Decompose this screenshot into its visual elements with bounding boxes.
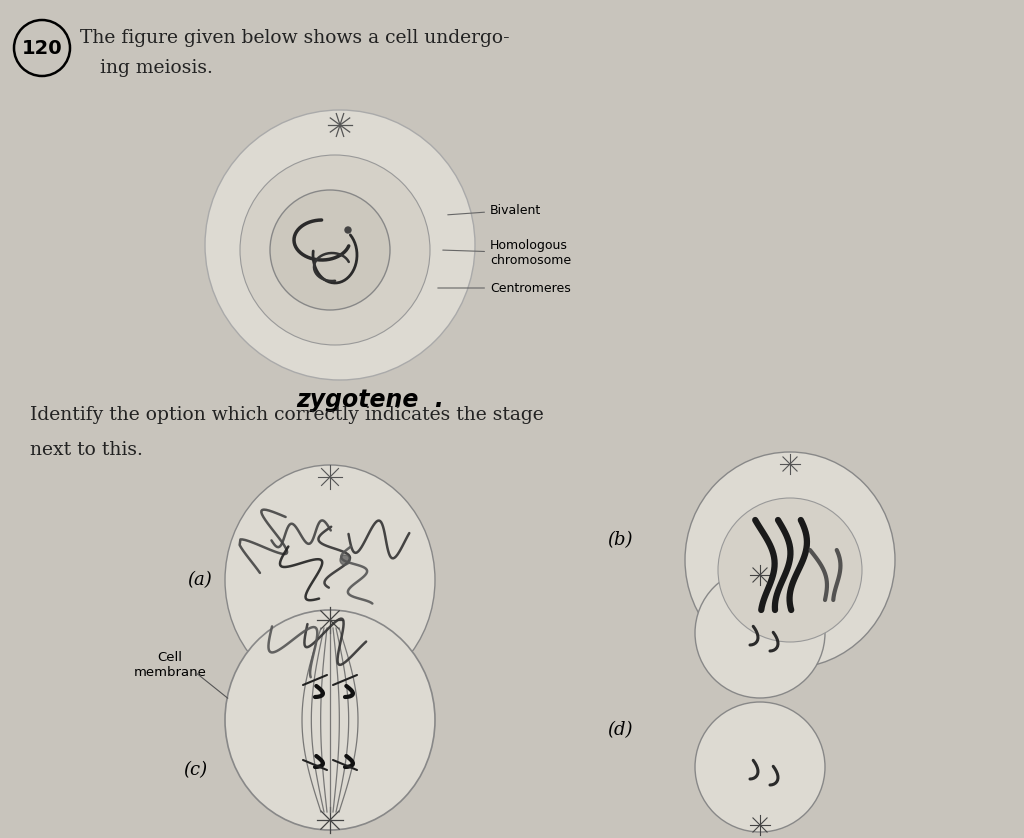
Text: Cell
membrane: Cell membrane <box>133 651 207 679</box>
Ellipse shape <box>225 465 435 695</box>
Circle shape <box>718 498 862 642</box>
Text: Homologous
chromosome: Homologous chromosome <box>442 239 571 267</box>
Text: next to this.: next to this. <box>30 441 143 459</box>
Ellipse shape <box>225 610 435 830</box>
Circle shape <box>270 190 390 310</box>
Circle shape <box>340 555 350 565</box>
Circle shape <box>695 702 825 832</box>
Circle shape <box>345 227 351 233</box>
Circle shape <box>240 155 430 345</box>
Text: Bivalent: Bivalent <box>447 204 542 216</box>
Ellipse shape <box>685 452 895 668</box>
Text: (a): (a) <box>187 571 212 589</box>
Circle shape <box>695 568 825 698</box>
Text: ing meiosis.: ing meiosis. <box>100 59 213 77</box>
Text: Centromeres: Centromeres <box>438 282 570 294</box>
Text: (c): (c) <box>183 761 207 779</box>
Text: 120: 120 <box>22 39 62 58</box>
Text: (d): (d) <box>607 721 633 739</box>
Circle shape <box>205 110 475 380</box>
Text: Identify the option which correctly indicates the stage: Identify the option which correctly indi… <box>30 406 544 424</box>
Text: zygotene  .: zygotene . <box>296 388 444 412</box>
Text: (b): (b) <box>607 531 633 549</box>
Text: The figure given below shows a cell undergo-: The figure given below shows a cell unde… <box>80 29 510 47</box>
